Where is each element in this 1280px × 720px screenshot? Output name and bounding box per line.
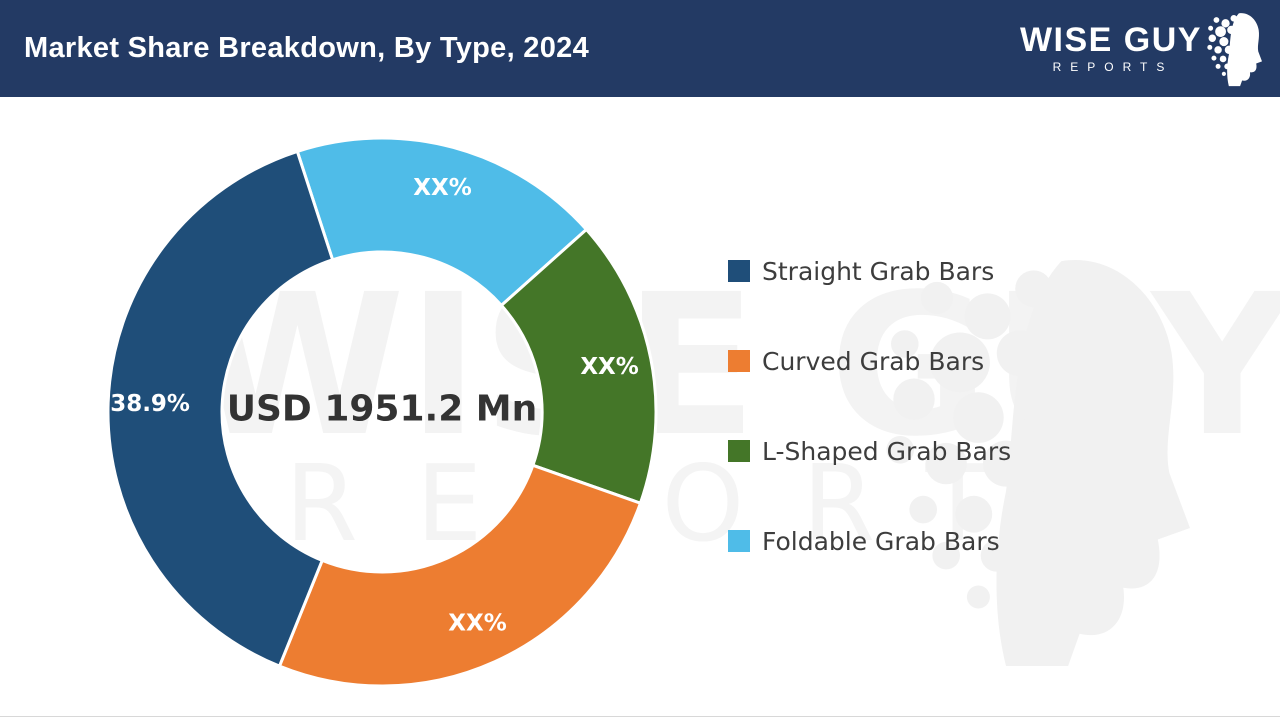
donut-segment-l-shaped-grab-bars xyxy=(499,228,658,505)
wiseguy-logo: WISE GUY REPORTS xyxy=(1020,11,1262,87)
legend-swatch-icon xyxy=(728,350,750,372)
donut-chart: XX% XX% XX% 38.9% USD 1951.2 Mn xyxy=(106,136,658,688)
legend-item-foldable-grab-bars: Foldable Grab Bars xyxy=(728,526,1011,556)
legend-item-l-shaped-grab-bars: L-Shaped Grab Bars xyxy=(728,436,1012,466)
legend-label: Curved Grab Bars xyxy=(762,346,985,376)
footer-divider xyxy=(0,716,1280,717)
segment-percent-label: 38.9% xyxy=(110,391,190,417)
donut-segment-curved-grab-bars xyxy=(278,463,642,688)
legend-swatch-icon xyxy=(728,530,750,552)
donut-segment-straight-grab-bars xyxy=(106,149,335,668)
wiseguy-logo-wordmark: WISE GUY xyxy=(1019,20,1202,59)
segment-percent-label: XX% xyxy=(413,175,472,201)
page-title: Market Share Breakdown, By Type, 2024 xyxy=(24,32,590,64)
legend-label: L-Shaped Grab Bars xyxy=(762,436,1012,466)
donut-center-value: USD 1951.2 Mn xyxy=(227,389,537,430)
legend-label: Foldable Grab Bars xyxy=(762,526,1000,556)
segment-percent-label: XX% xyxy=(448,610,507,636)
chart-legend: Straight Grab Bars Curved Grab Bars L-Sh… xyxy=(728,257,1011,617)
wiseguy-logo-text: WISE GUY REPORTS xyxy=(1019,20,1202,75)
legend-item-straight-grab-bars: Straight Grab Bars xyxy=(728,256,1011,286)
legend-swatch-icon xyxy=(728,440,750,462)
segment-percent-label: XX% xyxy=(580,354,639,380)
header-bar: Market Share Breakdown, By Type, 2024 WI… xyxy=(0,0,1280,97)
donut-segment-foldable-grab-bars xyxy=(295,136,588,307)
legend-label: Straight Grab Bars xyxy=(762,256,995,286)
wiseguy-face-icon xyxy=(1204,11,1262,87)
legend-item-curved-grab-bars: Curved Grab Bars xyxy=(728,346,1011,376)
wiseguy-logo-subtitle: REPORTS xyxy=(1052,60,1174,75)
legend-swatch-icon xyxy=(728,260,750,282)
